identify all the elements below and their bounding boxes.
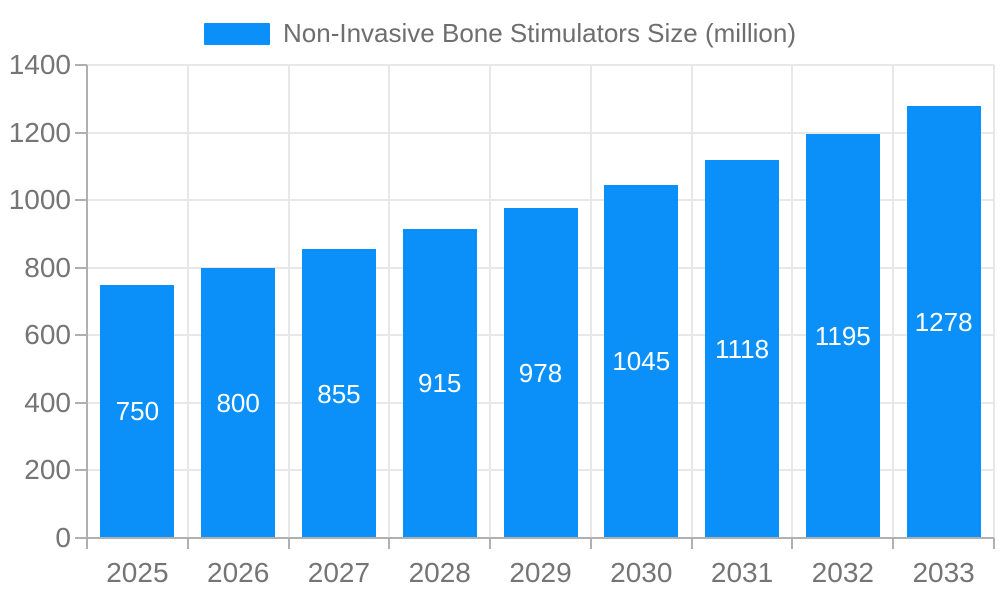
x-tick-label: 2030 [610, 557, 673, 588]
bar-value-label: 750 [115, 396, 160, 427]
legend[interactable]: Non-Invasive Bone Stimulators Size (mill… [0, 18, 1000, 49]
bar: 915 [402, 228, 477, 538]
x-gridline [791, 65, 794, 538]
x-tick-label: 2029 [509, 557, 572, 588]
x-tick [589, 538, 592, 549]
x-tick-label: 2033 [912, 557, 975, 588]
x-tick-label: 2027 [307, 557, 371, 588]
x-tick [993, 538, 995, 549]
x-tick [388, 538, 391, 549]
x-gridline [489, 65, 492, 538]
x-gridline [589, 65, 592, 538]
y-tick [75, 199, 87, 202]
y-tick-label: 600 [24, 319, 71, 351]
y-gridline [87, 131, 994, 134]
bar: 750 [100, 284, 175, 538]
y-tick [75, 266, 87, 269]
x-gridline [993, 65, 995, 538]
y-gridline [87, 64, 994, 66]
bar-value-label: 1045 [612, 346, 671, 377]
bar: 855 [301, 249, 376, 538]
legend-label: Non-Invasive Bone Stimulators Size (mill… [283, 18, 796, 48]
y-tick-label: 200 [24, 454, 71, 486]
x-tick [86, 538, 88, 549]
bar-value-label: 915 [418, 368, 462, 399]
x-tick-label: 2031 [710, 557, 774, 588]
y-tick [75, 334, 87, 337]
bar: 1278 [906, 106, 981, 538]
x-tick [489, 538, 492, 549]
bar-value-label: 1278 [914, 307, 973, 338]
x-tick [287, 538, 290, 549]
bar-value-label: 855 [317, 378, 361, 409]
bar-value-label: 978 [518, 357, 563, 388]
y-tick [75, 537, 87, 539]
y-tick-label: 1200 [8, 116, 71, 148]
y-tick [75, 469, 87, 472]
bar: 1195 [805, 134, 880, 538]
y-gridline [87, 199, 994, 202]
x-gridline [287, 65, 290, 538]
bar: 800 [201, 267, 276, 538]
x-tick [186, 538, 189, 549]
y-tick-label: 1400 [8, 49, 71, 80]
y-axis-line [86, 65, 88, 538]
y-tick-label: 800 [24, 251, 71, 283]
bar: 1045 [604, 184, 679, 538]
x-tick-label: 2028 [408, 557, 471, 588]
x-tick-label: 2032 [811, 557, 874, 588]
x-tick-label: 2026 [207, 557, 270, 588]
bar: 1118 [705, 160, 780, 538]
bar-value-label: 1118 [715, 334, 770, 365]
x-gridline [388, 65, 391, 538]
x-tick [791, 538, 794, 549]
x-tick [892, 538, 895, 549]
x-axis-line [87, 537, 994, 539]
y-tick [75, 401, 87, 404]
bar: 978 [503, 207, 578, 538]
x-gridline [186, 65, 189, 538]
bar-value-label: 800 [216, 387, 260, 418]
y-tick-label: 1000 [8, 184, 71, 216]
legend-swatch-icon [204, 22, 271, 45]
bar-value-label: 1195 [814, 321, 871, 352]
y-tick [75, 131, 87, 134]
x-gridline [690, 65, 693, 538]
x-gridline [892, 65, 895, 538]
x-tick-label: 2025 [106, 557, 169, 588]
y-tick-label: 400 [24, 386, 71, 418]
y-tick-label: 0 [55, 522, 71, 553]
y-tick [75, 64, 87, 66]
x-tick [690, 538, 693, 549]
plot-area: 0 200 400 600 800 1000 1200 1400 750 2025 800 2026 8… [9, 51, 995, 587]
